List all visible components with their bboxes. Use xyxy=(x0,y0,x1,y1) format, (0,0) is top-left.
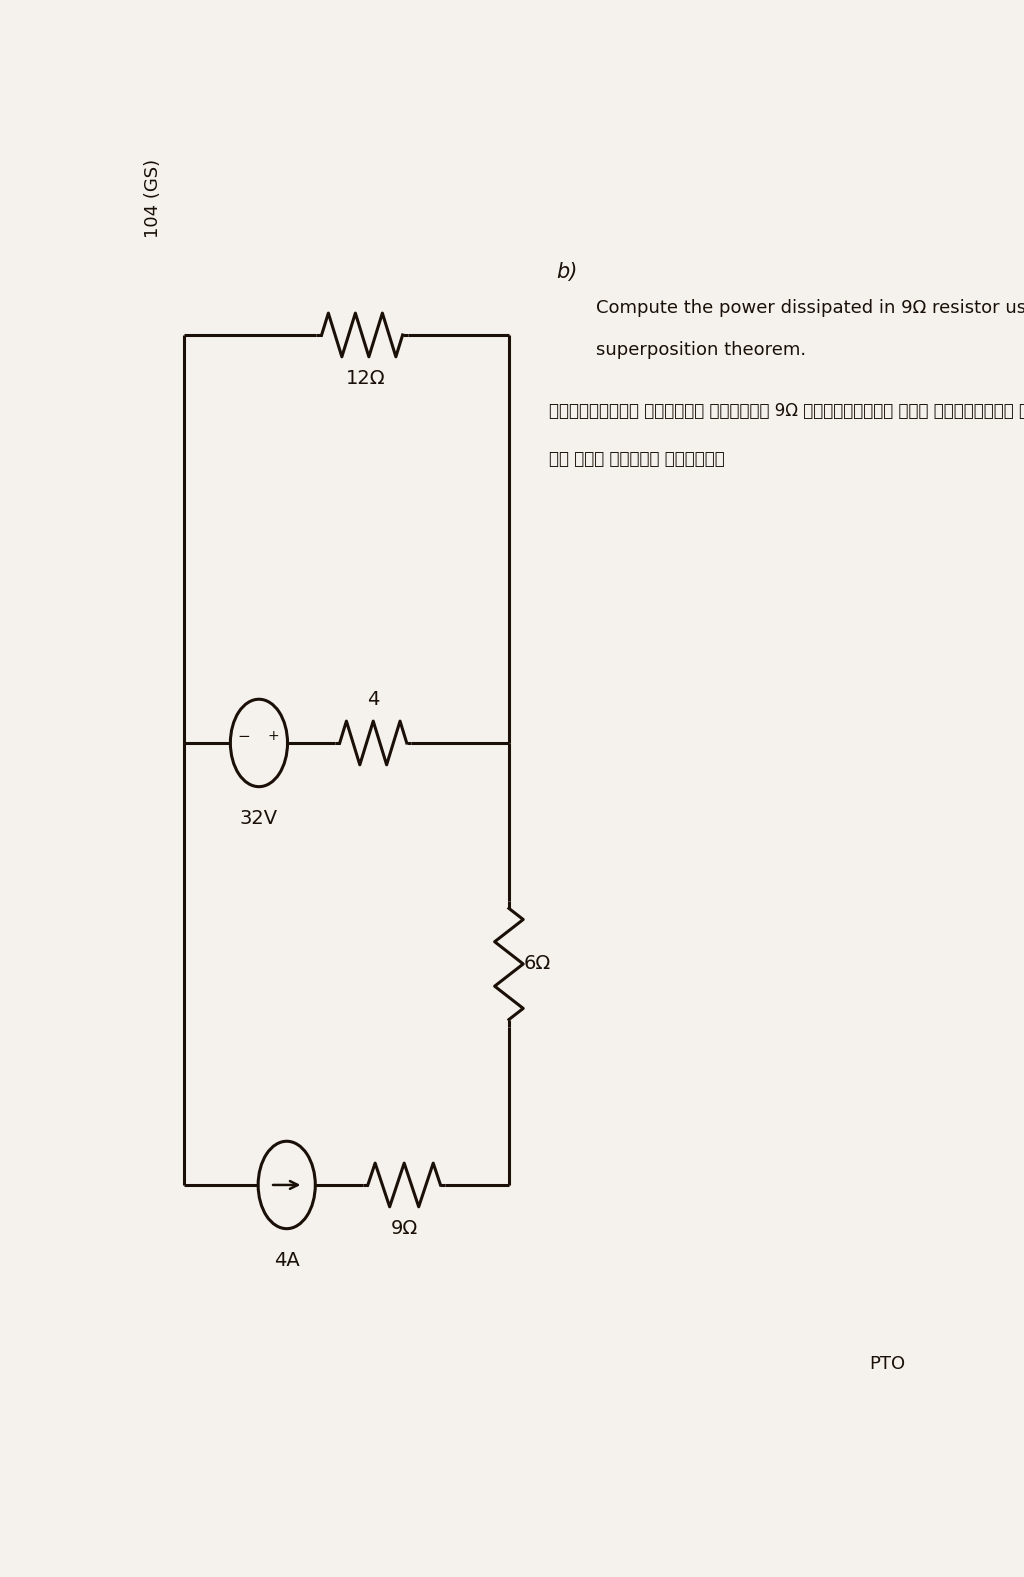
Text: अध्यारोपण प्रमेय द्वारा 9Ω प्रतिरोधक में विसर्जित शक्ति: अध्यारोपण प्रमेय द्वारा 9Ω प्रतिरोधक में… xyxy=(549,402,1024,419)
Text: −: − xyxy=(238,729,251,744)
Text: PTO: PTO xyxy=(869,1355,905,1374)
Text: 4A: 4A xyxy=(273,1251,300,1269)
Text: b): b) xyxy=(557,262,578,282)
Text: 104 (GS): 104 (GS) xyxy=(143,159,162,238)
Text: 4: 4 xyxy=(367,691,380,710)
Text: 12Ω: 12Ω xyxy=(346,369,386,388)
Text: Compute the power dissipated in 9Ω resistor using: Compute the power dissipated in 9Ω resis… xyxy=(596,298,1024,317)
Text: 6Ω: 6Ω xyxy=(523,954,551,973)
Text: 9Ω: 9Ω xyxy=(390,1219,418,1238)
Text: 32V: 32V xyxy=(240,809,278,828)
Text: का मान ज्ञात कीजिए।: का मान ज्ञात कीजिए। xyxy=(549,451,724,468)
Text: superposition theorem.: superposition theorem. xyxy=(596,341,806,360)
Text: +: + xyxy=(268,730,280,743)
